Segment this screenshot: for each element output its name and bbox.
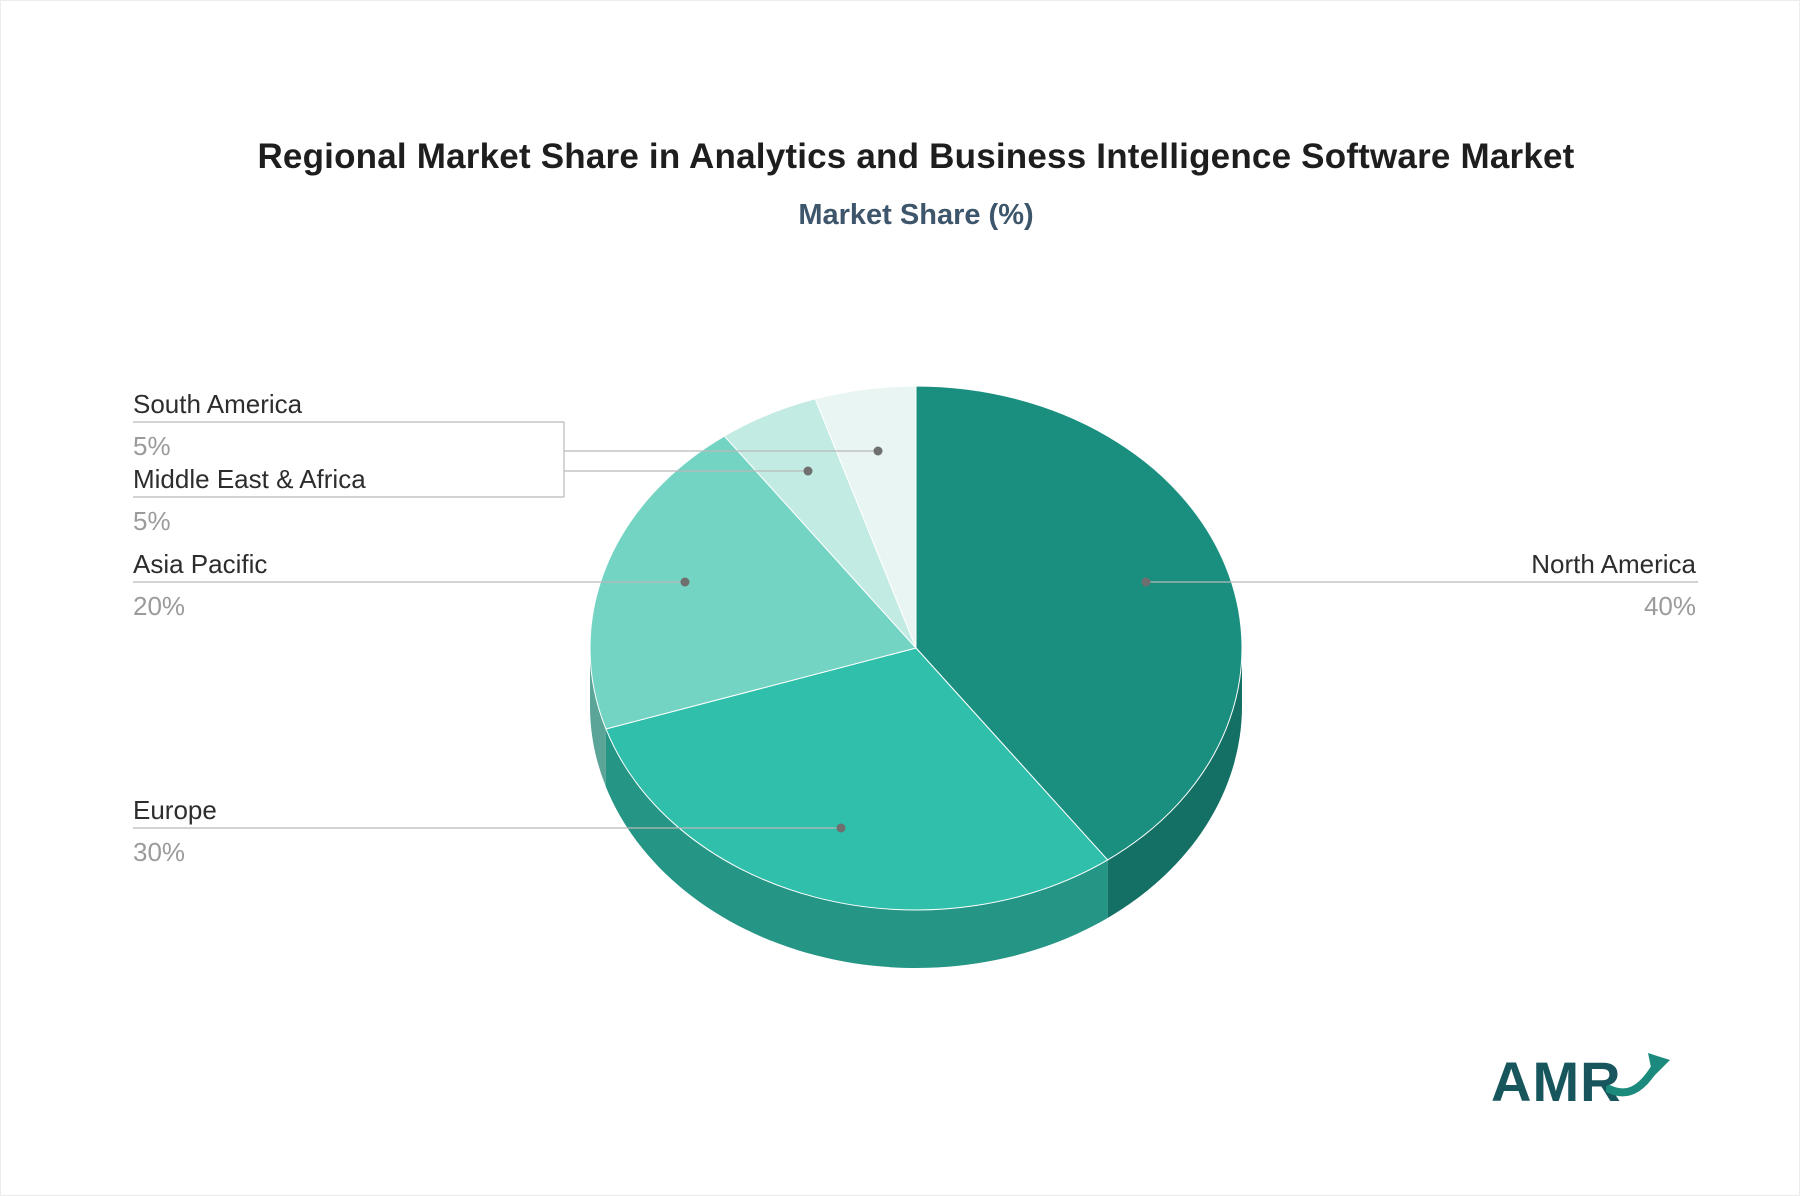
callout-dot: [873, 446, 883, 456]
label-asia-pacific: Asia Pacific: [133, 549, 268, 579]
amr-logo-arrow-icon: [1605, 1052, 1670, 1096]
label-europe: Europe: [133, 795, 217, 825]
callout-dot: [836, 823, 846, 833]
value-south-america: 5%: [133, 431, 171, 461]
amr-logo: AMR: [1491, 1049, 1672, 1114]
pie-slice-side-asia-pacific: [590, 648, 606, 787]
callout-dot: [1141, 577, 1151, 587]
label-north-america: North America: [1531, 549, 1696, 579]
pie-slice-europe: [605, 647, 1109, 911]
amr-logo-text: AMR: [1491, 1050, 1622, 1113]
value-europe: 30%: [133, 837, 186, 867]
value-middle-east-africa: 5%: [133, 506, 171, 536]
pie-slice-side-europe: [605, 728, 1108, 968]
value-north-america: 40%: [1643, 591, 1696, 621]
chart-subtitle: Market Share (%): [798, 199, 1034, 231]
callout-dot: [803, 466, 813, 476]
value-asia-pacific: 20%: [133, 591, 186, 621]
label-south-america: South America: [133, 389, 303, 419]
pie-slice-north-america: [915, 385, 1243, 861]
pie-slice-side-north-america: [1107, 648, 1242, 918]
callout-dot: [680, 577, 690, 587]
label-middle-east-africa: Middle East & Africa: [133, 464, 366, 494]
pie-slice-asia-pacific: [589, 435, 917, 730]
chart-title: Regional Market Share in Analytics and B…: [257, 137, 1575, 176]
